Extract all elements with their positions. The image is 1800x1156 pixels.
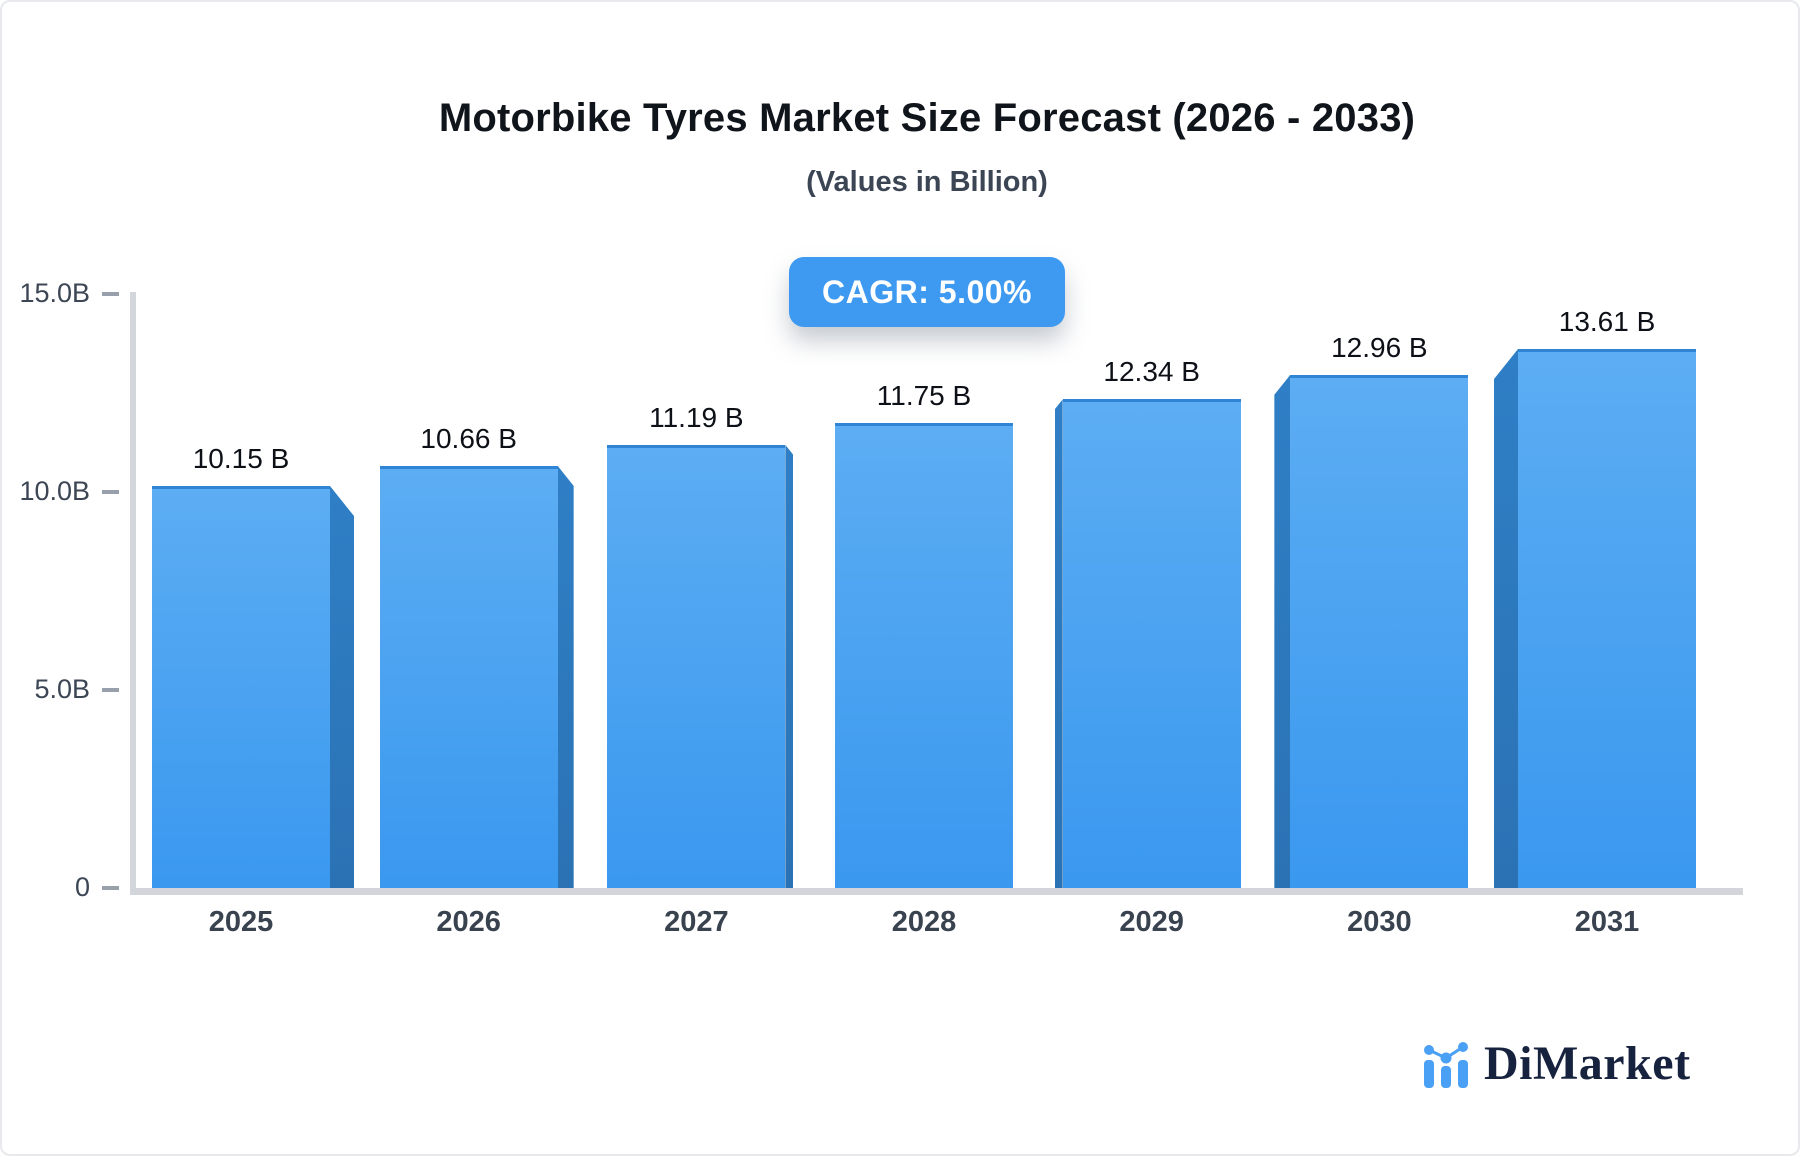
bar-2030-3d-side <box>1274 374 1291 888</box>
x-axis-baseline <box>130 888 1743 895</box>
bar-value-label-2028: 11.75 B <box>876 379 972 411</box>
dimarket-logo: DiMarket <box>1422 1040 1691 1088</box>
bar-2028 <box>835 422 1013 888</box>
cagr-badge-label: CAGR: 5.00% <box>822 273 1032 310</box>
cagr-badge: CAGR: 5.00% <box>789 257 1065 327</box>
dimarket-logo-text: DiMarket <box>1484 1037 1691 1090</box>
bar-value-label-2031: 13.61 B <box>1558 306 1656 338</box>
x-axis-label-2028: 2028 <box>891 906 957 938</box>
bar-value-label-2026: 10.66 B <box>420 422 517 454</box>
y-axis-label: 5.0B <box>34 674 90 704</box>
bar-2027 <box>607 444 786 888</box>
y-tick-5.0B <box>102 688 119 692</box>
bar-2025 <box>152 486 330 888</box>
bar-2030 <box>1290 374 1469 888</box>
bar-value-label-2025: 10.15 B <box>192 443 290 475</box>
x-axis-label-2031: 2031 <box>1574 906 1640 938</box>
x-axis-label-2027: 2027 <box>664 906 729 938</box>
bar-2029 <box>1062 399 1241 888</box>
y-axis-label: 15.0B <box>19 278 90 308</box>
y-axis-line <box>130 292 136 895</box>
bar-value-label-2029: 12.34 B <box>1103 356 1200 388</box>
y-axis-label: 10.0B <box>19 476 90 506</box>
chart-title: Motorbike Tyres Market Size Forecast (20… <box>438 96 1416 140</box>
bar-2031-3d-side <box>1494 349 1519 888</box>
x-axis-label-2026: 2026 <box>436 906 501 938</box>
y-axis-label: 0 <box>74 872 90 902</box>
bar-2025-3d-side <box>330 486 354 888</box>
bar-value-label-2027: 11.19 B <box>649 401 744 433</box>
chart-subtitle: (Values in Billion) <box>806 166 1048 198</box>
bar-2031 <box>1518 349 1697 888</box>
x-axis-label-2025: 2025 <box>208 906 274 938</box>
bar-2026-3d-side <box>557 465 574 888</box>
y-tick-15.0B <box>102 292 119 296</box>
bar-2026 <box>379 465 558 888</box>
x-axis-label-2030: 2030 <box>1347 906 1412 938</box>
bar-2027-3d-side <box>785 444 794 888</box>
dimarket-logo-icon <box>1424 1042 1468 1088</box>
bar-value-label-2030: 12.96 B <box>1331 331 1428 363</box>
x-axis-label-2029: 2029 <box>1119 906 1184 938</box>
y-tick-0 <box>102 886 119 890</box>
y-tick-10.0B <box>102 490 119 494</box>
bar-2029-3d-side <box>1054 399 1063 888</box>
